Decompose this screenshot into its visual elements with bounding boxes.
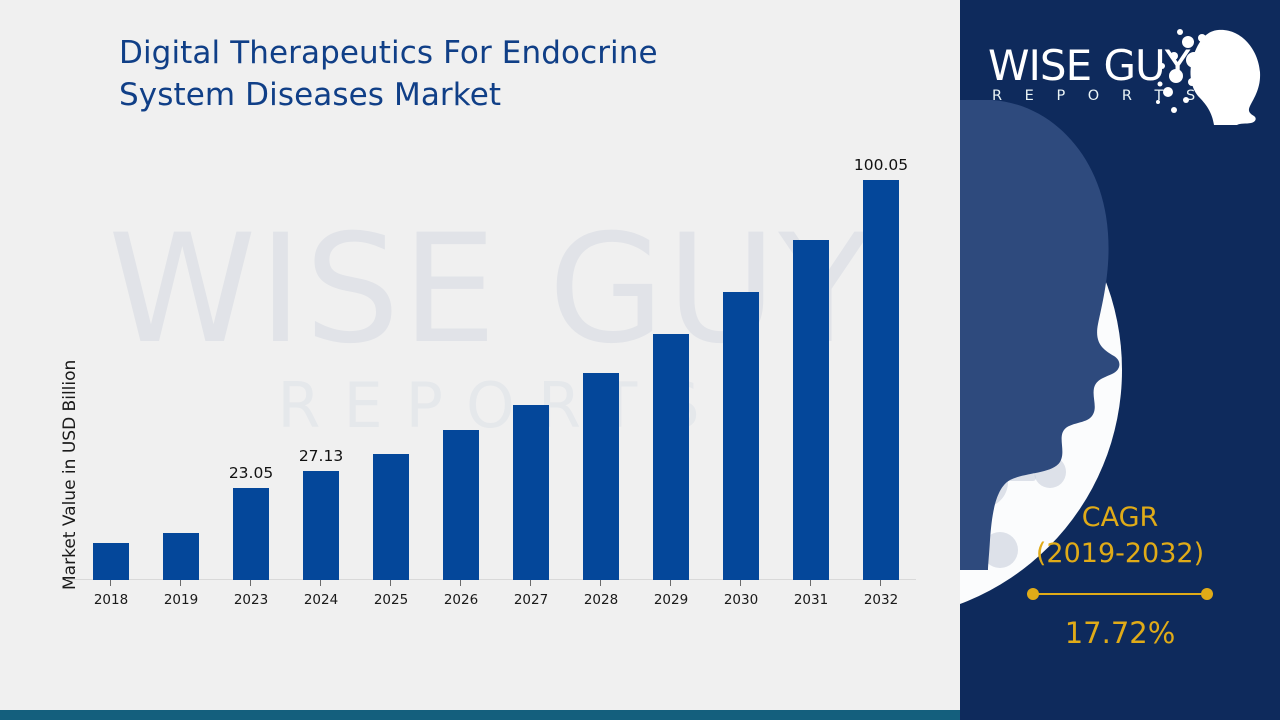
bar-group: 2026 xyxy=(426,140,496,608)
bar-group: 2018 xyxy=(76,140,146,608)
x-axis-tick xyxy=(880,580,881,586)
cagr-value: 17.72% xyxy=(1064,616,1176,650)
x-axis-tick xyxy=(810,580,811,586)
page-title: Digital Therapeutics For Endocrine Syste… xyxy=(119,35,658,113)
x-axis-tick-label: 2031 xyxy=(793,592,829,608)
bar xyxy=(233,488,269,580)
logo-tagline: R E P O R T S xyxy=(992,88,1205,104)
chart-panel: Digital Therapeutics For Endocrine Syste… xyxy=(0,35,960,720)
bar-chart-plot: 2018 2019 23.05 2023 27.13 2024 2025 2026 2027 20… xyxy=(66,140,916,608)
bar-value-label: 27.13 xyxy=(298,447,344,465)
bar-group: 27.13 2024 xyxy=(286,140,356,608)
cagr-block: CAGR (2019-2032) 17.72% xyxy=(960,500,1280,652)
logo-wordmark: WISE GUY xyxy=(988,41,1190,90)
bar-group: 100.05 2032 xyxy=(846,140,916,608)
x-axis-tick xyxy=(600,580,601,586)
x-axis-tick xyxy=(390,580,391,586)
x-axis-tick xyxy=(670,580,671,586)
x-axis-tick xyxy=(530,580,531,586)
bar-group: 2031 xyxy=(776,140,846,608)
x-axis-tick-label: 2029 xyxy=(653,592,689,608)
x-axis-tick-label: 2027 xyxy=(513,592,549,608)
bar xyxy=(93,543,129,580)
cagr-divider-dot-right xyxy=(1201,588,1213,600)
x-axis-tick-label: 2032 xyxy=(863,592,899,608)
bar-group: 2019 xyxy=(146,140,216,608)
x-axis-tick-label: 2028 xyxy=(583,592,619,608)
logo-head-icon xyxy=(1156,29,1261,126)
x-axis-tick-label: 2025 xyxy=(373,592,409,608)
bar xyxy=(303,471,339,580)
head-profile-silhouette xyxy=(960,100,1120,570)
bar-value-label: 100.05 xyxy=(853,156,909,174)
x-axis-tick-label: 2024 xyxy=(303,592,339,608)
x-axis-tick-label: 2023 xyxy=(233,592,269,608)
bar xyxy=(653,334,689,580)
bar-group: 2025 xyxy=(356,140,426,608)
bar-group: 2030 xyxy=(706,140,776,608)
cagr-divider xyxy=(1027,588,1213,600)
x-axis-tick xyxy=(110,580,111,586)
x-axis-tick-label: 2026 xyxy=(443,592,479,608)
bar-value-label: 23.05 xyxy=(228,464,274,482)
x-axis-tick xyxy=(740,580,741,586)
x-axis-tick-label: 2019 xyxy=(163,592,199,608)
cagr-divider-line xyxy=(1033,593,1207,595)
footer-strip xyxy=(0,710,960,720)
bar xyxy=(443,430,479,580)
bar xyxy=(163,533,199,580)
x-axis-tick xyxy=(320,580,321,586)
bar xyxy=(583,373,619,580)
bar-group: 2028 xyxy=(566,140,636,608)
cagr-title: CAGR xyxy=(1081,502,1159,533)
x-axis-tick xyxy=(180,580,181,586)
wiseguy-logo: WISE GUY R E P O R T S xyxy=(980,26,1264,126)
x-axis-tick xyxy=(460,580,461,586)
bar xyxy=(863,180,899,580)
bar-group: 2027 xyxy=(496,140,566,608)
bar xyxy=(723,292,759,580)
x-axis-tick-label: 2030 xyxy=(723,592,759,608)
cagr-range: (2019-2032) xyxy=(1035,538,1205,569)
brand-panel: WISE GUY R E P O R T S CAGR (2019-2032) xyxy=(960,0,1280,720)
x-axis-tick xyxy=(250,580,251,586)
x-axis-line xyxy=(66,579,916,580)
bar xyxy=(513,405,549,580)
bar-group: 23.05 2023 xyxy=(216,140,286,608)
bar-group: 2029 xyxy=(636,140,706,608)
bar xyxy=(793,240,829,580)
bar xyxy=(373,454,409,580)
x-axis-tick-label: 2018 xyxy=(93,592,129,608)
